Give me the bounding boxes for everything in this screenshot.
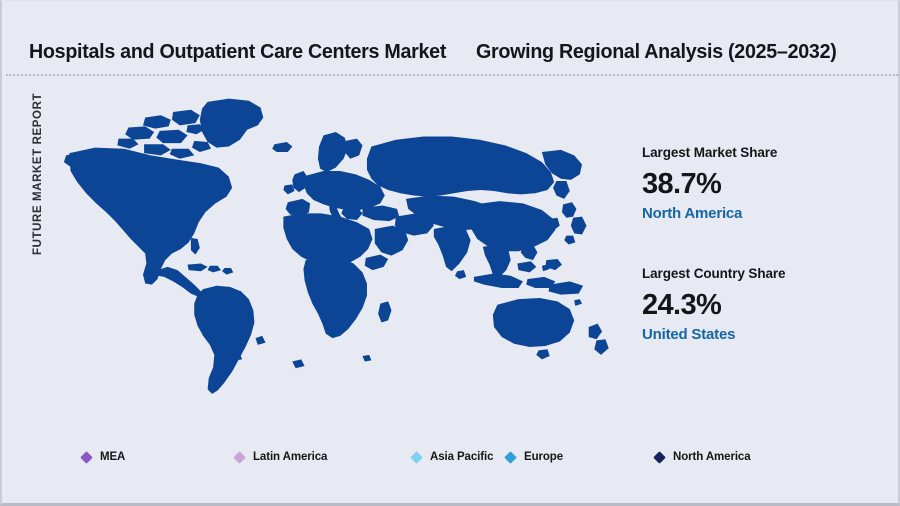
world-map-svg bbox=[63, 98, 609, 394]
stat-region: United States bbox=[642, 326, 736, 343]
legend-item-label: Asia Pacific bbox=[430, 451, 494, 463]
legend-item-label: Europe bbox=[524, 451, 564, 463]
legend-item-asia-pacific[interactable]: Asia Pacific bbox=[410, 447, 494, 467]
title-area: Hospitals and Outpatient Care Centers Ma… bbox=[2, 1, 898, 76]
stat-value: 24.3% bbox=[642, 289, 722, 321]
map-legend: MEA Latin America Asia Pacific Europe North … bbox=[80, 447, 802, 469]
page-title-sub: Growing Regional Analysis (2025–2032) bbox=[476, 40, 837, 63]
stat-region: North America bbox=[642, 205, 743, 222]
page-title-main: Hospitals and Outpatient Care Centers Ma… bbox=[29, 40, 447, 63]
legend-item-label: MEA bbox=[100, 451, 126, 463]
legend-item-label: Latin America bbox=[253, 451, 328, 463]
legend-item-latin-america[interactable]: Latin America bbox=[233, 447, 328, 467]
world-map-icon bbox=[60, 93, 626, 405]
legend-diamond-icon bbox=[80, 450, 93, 464]
legend-diamond-icon bbox=[233, 450, 246, 464]
vertical-brand-watermark: FUTURE MARKET REPORT bbox=[32, 92, 44, 255]
legend-diamond-icon bbox=[653, 450, 666, 464]
legend-diamond-icon bbox=[410, 450, 423, 464]
legend-diamond-icon bbox=[504, 450, 517, 464]
stat-label: Largest Country Share bbox=[642, 266, 786, 281]
map-landmasses bbox=[63, 98, 609, 394]
legend-item-label: North America bbox=[673, 451, 751, 463]
stat-label: Largest Market Share bbox=[642, 145, 778, 160]
legend-item-europe[interactable]: Europe bbox=[504, 447, 564, 467]
stat-block-market-share: Largest Market Share 38.7% North America bbox=[642, 145, 892, 222]
stat-value: 38.7% bbox=[642, 168, 722, 200]
legend-item-mea[interactable]: MEA bbox=[80, 447, 126, 467]
title-divider bbox=[6, 74, 898, 76]
stat-block-country-share: Largest Country Share 24.3% United State… bbox=[642, 266, 892, 343]
legend-item-north-america[interactable]: North America bbox=[653, 447, 751, 467]
